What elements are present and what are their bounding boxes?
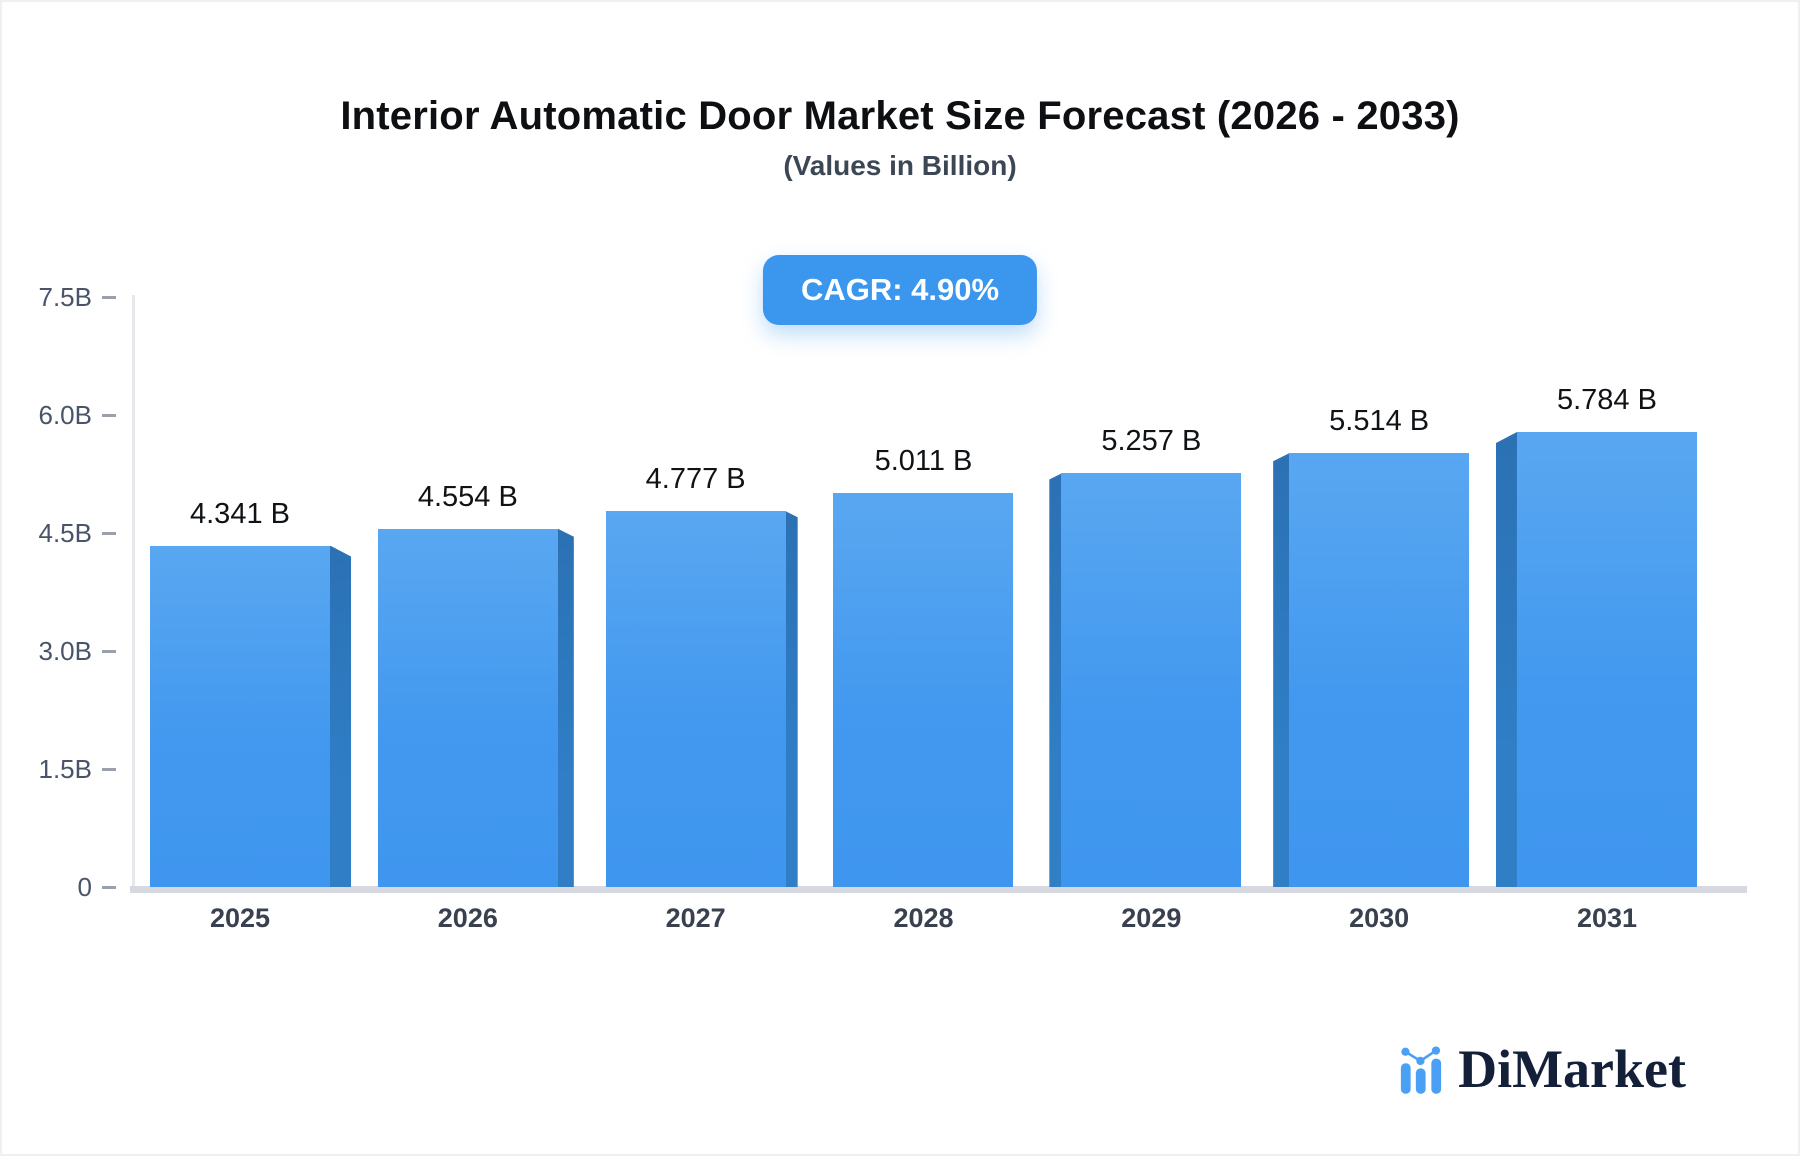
bar-2026 <box>377 528 558 887</box>
bar-value-label: 5.257 B <box>1101 425 1202 458</box>
bar-2028 <box>833 492 1014 887</box>
chart-subtitle: (Values in Billion) <box>783 150 1017 181</box>
bar-3d-side <box>557 528 574 887</box>
bar-3d-side <box>1049 473 1062 887</box>
x-axis-label-2026: 2026 <box>437 903 498 933</box>
y-axis-label: 6.0B <box>38 400 93 430</box>
y-axis-tick <box>102 531 116 535</box>
bar-3d-side <box>330 545 351 887</box>
brand-name: DiMarket <box>1458 1039 1686 1099</box>
bar-value-label: 5.514 B <box>1329 405 1430 438</box>
bar-value-label: 4.341 B <box>190 497 290 530</box>
bar-2027 <box>605 511 786 887</box>
bar-2031 <box>1516 431 1697 887</box>
bar-2029 <box>1061 473 1242 887</box>
bar-3d-side <box>1273 453 1290 887</box>
bar-value-label: 4.777 B <box>645 463 746 496</box>
x-axis-label-2028: 2028 <box>893 903 954 933</box>
y-axis-line <box>132 295 135 887</box>
bar-value-label: 5.784 B <box>1556 383 1657 416</box>
brand-logo: DiMarket <box>1398 1038 1686 1100</box>
bar-2025 <box>150 545 330 887</box>
y-axis-tick <box>102 295 116 299</box>
bar-3d-side <box>785 511 798 887</box>
x-axis-label-2030: 2030 <box>1349 903 1410 933</box>
cagr-badge: CAGR: 4.90% <box>762 255 1038 325</box>
x-axis-label-2029: 2029 <box>1121 903 1182 933</box>
y-axis-label: 7.5B <box>38 282 93 312</box>
dimarket-logo-icon <box>1400 1046 1442 1094</box>
x-axis-baseline <box>130 886 1747 893</box>
y-axis-tick <box>102 413 116 417</box>
y-axis-tick <box>102 885 116 889</box>
bar-value-label: 5.011 B <box>874 444 973 477</box>
x-axis-label-2025: 2025 <box>209 903 271 933</box>
x-axis-label-2027: 2027 <box>665 903 726 933</box>
y-axis-label: 1.5B <box>38 754 93 784</box>
y-axis-label: 0 <box>77 872 92 902</box>
x-axis-label-2031: 2031 <box>1576 903 1638 933</box>
y-axis-label: 3.0B <box>38 636 93 666</box>
y-axis-tick <box>102 649 116 653</box>
y-axis-tick <box>102 767 116 771</box>
bar-2030 <box>1289 453 1470 887</box>
chart-title: Interior Automatic Door Market Size Fore… <box>340 94 1460 138</box>
bar-value-label: 4.554 B <box>417 480 518 513</box>
y-axis-label: 4.5B <box>38 518 93 548</box>
bar-3d-side <box>1495 431 1517 887</box>
